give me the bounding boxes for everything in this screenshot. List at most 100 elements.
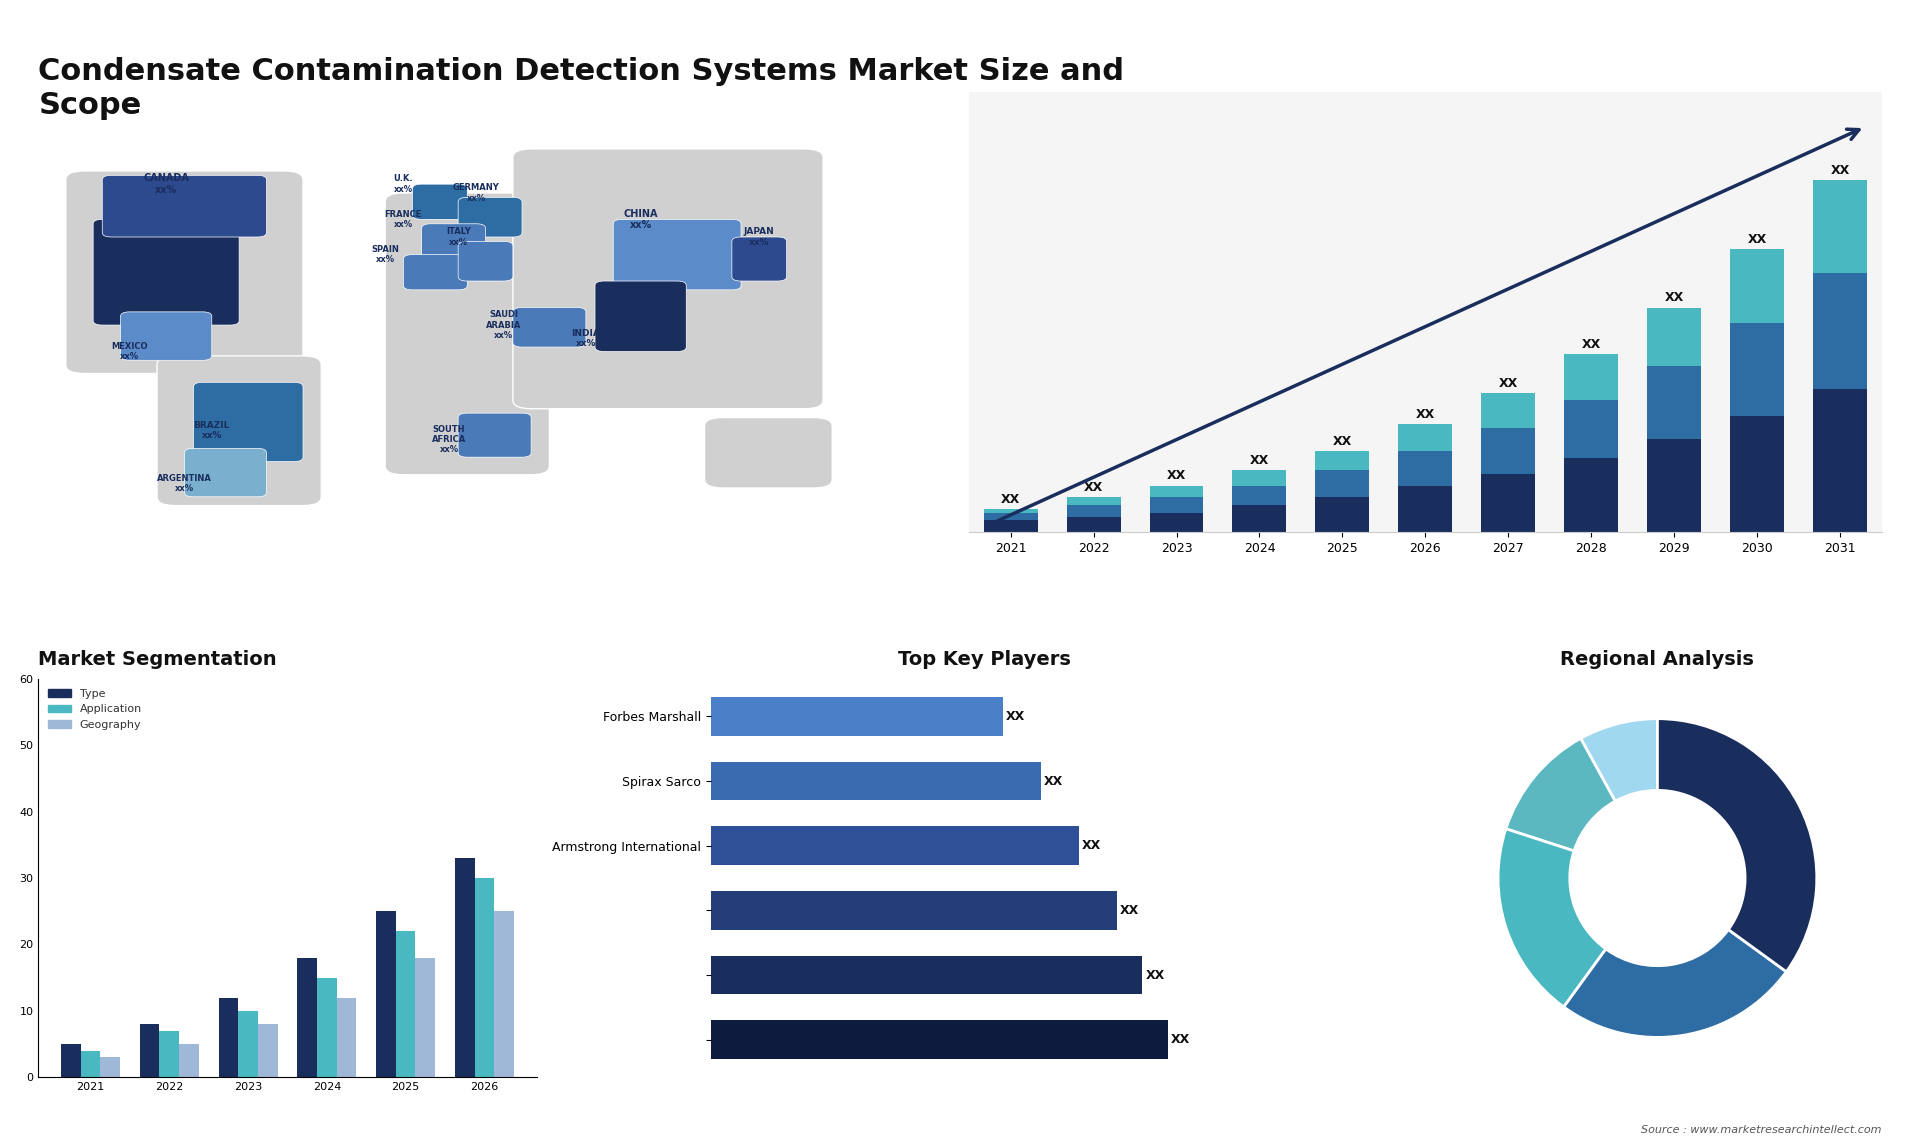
Text: XX: XX [1582, 338, 1601, 351]
Text: XX: XX [1332, 434, 1352, 448]
Bar [100, 1058, 121, 1077]
FancyBboxPatch shape [184, 448, 267, 497]
FancyBboxPatch shape [459, 197, 522, 237]
Bar [376, 911, 396, 1077]
Text: BRAZIL
xx%: BRAZIL xx% [194, 421, 230, 440]
Text: XX: XX [1171, 1034, 1190, 1046]
FancyBboxPatch shape [121, 312, 211, 360]
FancyBboxPatch shape [65, 171, 303, 374]
Bar [1730, 323, 1784, 416]
Bar [1812, 273, 1866, 388]
Text: FRANCE
xx%: FRANCE xx% [384, 210, 422, 229]
Text: U.S.
xx%: U.S. xx% [100, 249, 123, 269]
Text: XX: XX [1830, 164, 1849, 176]
FancyBboxPatch shape [459, 242, 513, 281]
Bar [1647, 307, 1701, 366]
Bar [474, 878, 493, 1077]
Wedge shape [1505, 738, 1615, 851]
Bar [1150, 497, 1204, 512]
FancyBboxPatch shape [612, 219, 741, 290]
Text: SPAIN
xx%: SPAIN xx% [371, 245, 399, 265]
Bar [710, 762, 1041, 800]
Wedge shape [1563, 929, 1786, 1037]
Bar [317, 978, 336, 1077]
Bar [1647, 439, 1701, 532]
Bar [1068, 497, 1121, 505]
Text: XX: XX [1665, 291, 1684, 305]
Bar [257, 1025, 278, 1077]
Text: MARKET
RESEARCH
INTELLECT: MARKET RESEARCH INTELLECT [1747, 47, 1805, 79]
Text: XX: XX [1415, 408, 1434, 421]
Bar [710, 956, 1142, 995]
Bar [1068, 517, 1121, 532]
Bar [396, 932, 415, 1077]
Bar [1315, 497, 1369, 532]
Bar [1233, 486, 1286, 505]
FancyBboxPatch shape [459, 414, 532, 457]
Text: SAUDI
ARABIA
xx%: SAUDI ARABIA xx% [486, 311, 522, 340]
Bar [1812, 388, 1866, 532]
FancyBboxPatch shape [102, 175, 267, 237]
FancyBboxPatch shape [386, 193, 549, 474]
Bar [1315, 450, 1369, 470]
FancyBboxPatch shape [513, 307, 586, 347]
Bar [710, 1020, 1167, 1059]
FancyBboxPatch shape [705, 417, 831, 488]
Text: CANADA
xx%: CANADA xx% [144, 173, 188, 195]
Bar [1812, 180, 1866, 273]
Text: MEXICO
xx%: MEXICO xx% [111, 342, 148, 361]
Bar [219, 997, 238, 1077]
FancyBboxPatch shape [403, 254, 467, 290]
Bar [1398, 486, 1452, 532]
Bar [983, 512, 1037, 520]
Bar [81, 1051, 100, 1077]
Text: Market Segmentation: Market Segmentation [38, 650, 276, 669]
Text: Condensate Contamination Detection Systems Market Size and
Scope: Condensate Contamination Detection Syste… [38, 57, 1125, 120]
Bar [179, 1044, 200, 1077]
FancyBboxPatch shape [194, 383, 303, 462]
Text: ARGENTINA
xx%: ARGENTINA xx% [157, 474, 211, 493]
Bar [1565, 354, 1619, 400]
Text: XX: XX [1500, 377, 1519, 390]
Bar [140, 1025, 159, 1077]
Bar [1730, 250, 1784, 323]
Bar [1233, 470, 1286, 486]
FancyBboxPatch shape [157, 356, 321, 505]
Bar [1315, 470, 1369, 497]
Bar [710, 890, 1117, 929]
Circle shape [1571, 791, 1745, 966]
Title: Top Key Players: Top Key Players [899, 650, 1071, 669]
Bar [336, 997, 357, 1077]
Text: GERMANY
xx%: GERMANY xx% [453, 183, 499, 203]
Text: XX: XX [1146, 968, 1165, 981]
Bar [983, 509, 1037, 512]
FancyBboxPatch shape [595, 281, 685, 352]
Text: XX: XX [1747, 234, 1766, 246]
Text: XX: XX [1000, 493, 1020, 505]
Bar [1565, 400, 1619, 458]
Text: INDIA
xx%: INDIA xx% [572, 329, 601, 348]
Wedge shape [1498, 829, 1605, 1007]
Text: Source : www.marketresearchintellect.com: Source : www.marketresearchintellect.com [1642, 1124, 1882, 1135]
Bar [1647, 366, 1701, 439]
Text: XX: XX [1006, 709, 1025, 723]
Bar [710, 697, 1002, 736]
Text: XX: XX [1044, 775, 1064, 787]
Text: ITALY
xx%: ITALY xx% [445, 227, 470, 246]
Bar [1150, 486, 1204, 497]
Bar [1398, 450, 1452, 486]
FancyBboxPatch shape [422, 223, 486, 259]
Title: Regional Analysis: Regional Analysis [1561, 650, 1755, 669]
Text: JAPAN
xx%: JAPAN xx% [743, 227, 774, 246]
Text: XX: XX [1083, 839, 1102, 853]
Bar [298, 958, 317, 1077]
Wedge shape [1580, 719, 1657, 801]
FancyBboxPatch shape [413, 185, 467, 219]
Bar [1730, 416, 1784, 532]
FancyBboxPatch shape [94, 219, 240, 325]
Bar [1482, 393, 1536, 427]
Bar [1482, 474, 1536, 532]
Text: XX: XX [1167, 470, 1187, 482]
Text: U.K.
xx%: U.K. xx% [394, 174, 413, 194]
FancyBboxPatch shape [513, 149, 824, 409]
